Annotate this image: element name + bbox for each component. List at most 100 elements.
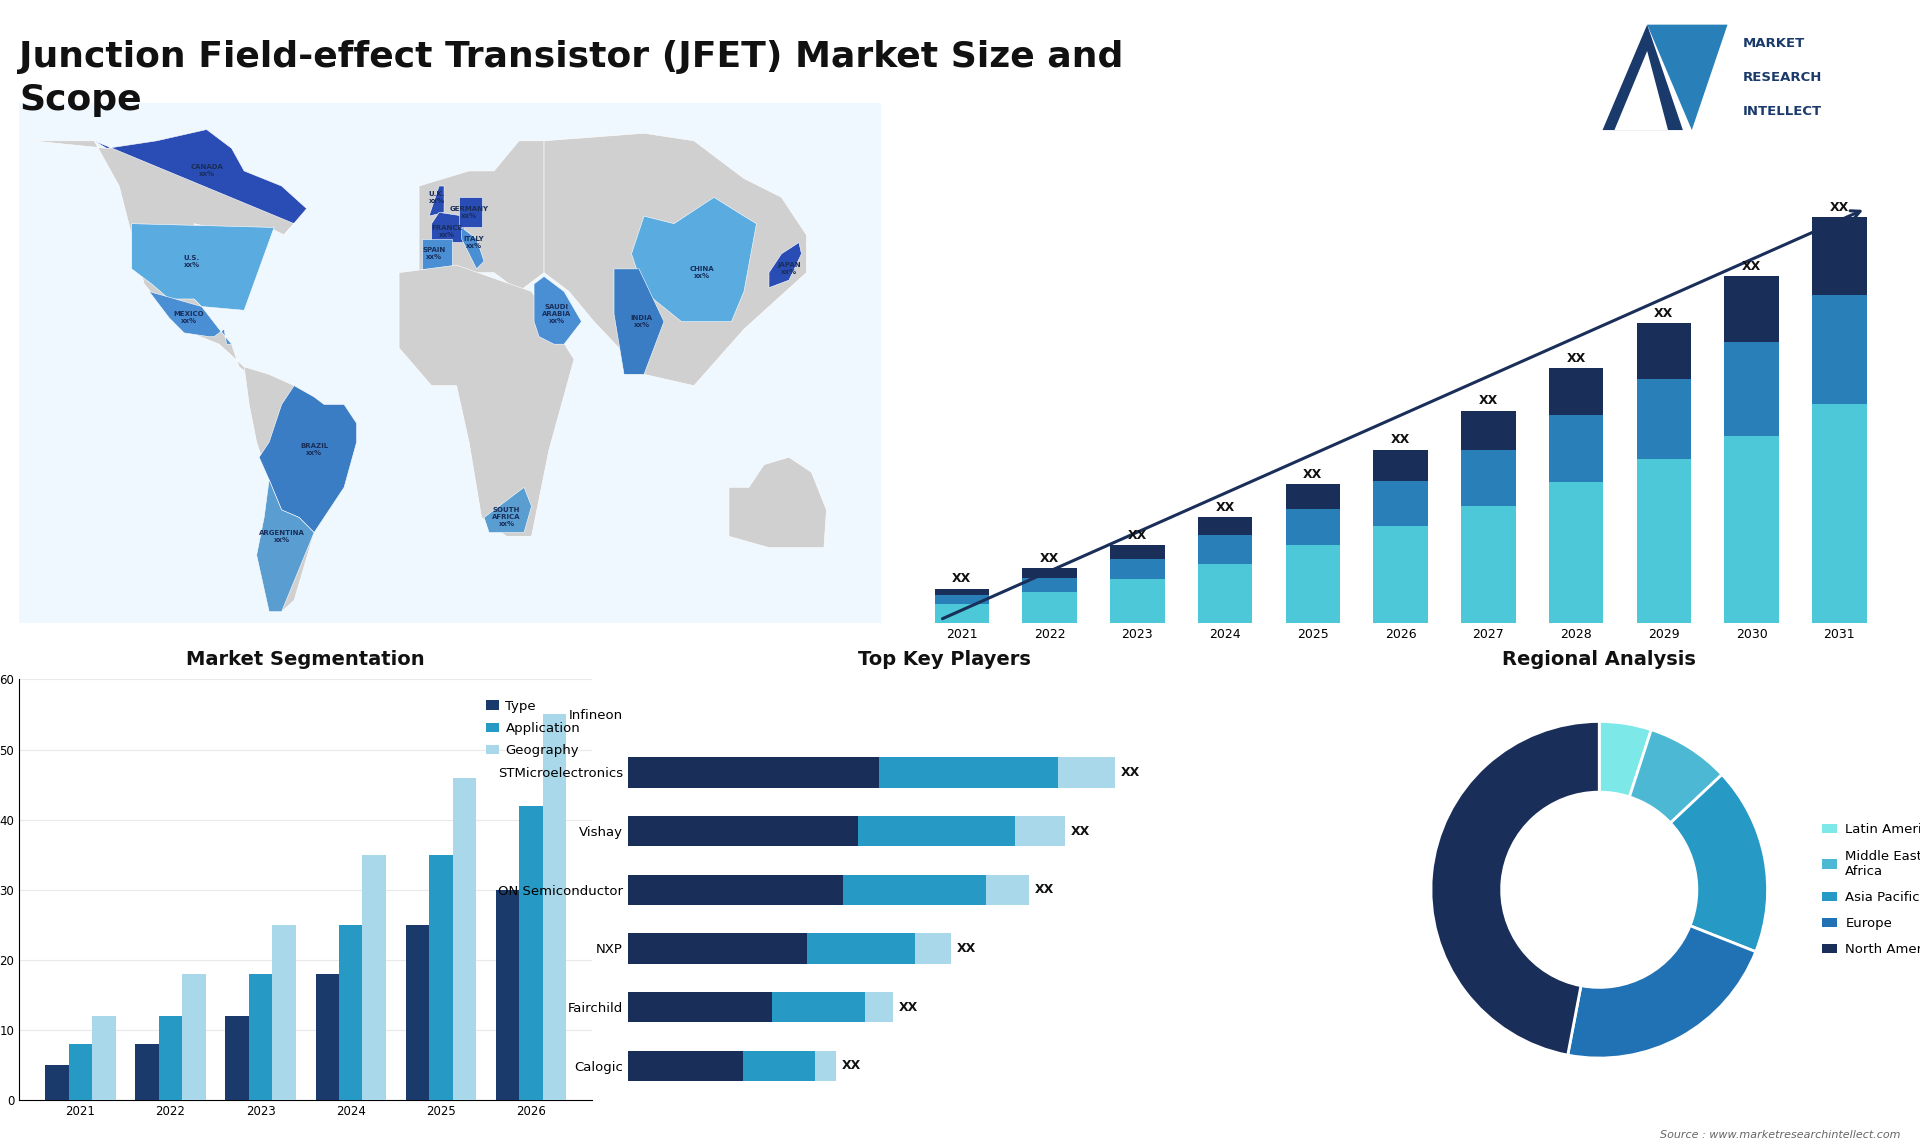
Text: XX: XX: [1741, 260, 1761, 273]
Polygon shape: [150, 291, 232, 344]
Polygon shape: [534, 276, 582, 344]
Wedge shape: [1670, 775, 1768, 951]
Bar: [1636, 458, 1692, 623]
Text: XX: XX: [1071, 825, 1091, 838]
Bar: [405, 925, 428, 1100]
Bar: [1058, 758, 1116, 787]
Text: JAPAN
xx%: JAPAN xx%: [778, 262, 801, 275]
Text: INDIA
xx%: INDIA xx%: [630, 315, 653, 328]
Wedge shape: [1569, 926, 1755, 1058]
Bar: [1016, 816, 1066, 847]
Text: XX: XX: [1655, 307, 1674, 320]
Bar: [1286, 544, 1340, 623]
Polygon shape: [1603, 25, 1682, 131]
Bar: [628, 933, 808, 964]
Text: XX: XX: [956, 942, 975, 955]
Text: XX: XX: [1567, 352, 1586, 366]
Bar: [1373, 449, 1428, 481]
Bar: [159, 1017, 182, 1100]
Bar: [1461, 449, 1515, 505]
Text: RESEARCH: RESEARCH: [1743, 71, 1822, 84]
Text: XX: XX: [1478, 394, 1498, 407]
Polygon shape: [614, 269, 664, 375]
Bar: [1110, 544, 1165, 559]
Polygon shape: [132, 223, 275, 311]
Bar: [935, 595, 989, 604]
Polygon shape: [419, 141, 543, 291]
Polygon shape: [428, 186, 444, 217]
Text: MEXICO
xx%: MEXICO xx%: [175, 312, 204, 324]
Text: BRAZIL
xx%: BRAZIL xx%: [300, 444, 328, 456]
Bar: [518, 806, 543, 1100]
Text: XX: XX: [1127, 528, 1146, 542]
Bar: [808, 933, 914, 964]
Polygon shape: [422, 238, 451, 269]
Bar: [914, 933, 950, 964]
Bar: [453, 777, 476, 1100]
Bar: [772, 991, 864, 1022]
Text: XX: XX: [899, 1000, 918, 1013]
Bar: [1724, 435, 1778, 623]
Bar: [1636, 323, 1692, 379]
Text: U.S.
xx%: U.S. xx%: [184, 254, 200, 268]
Polygon shape: [432, 212, 465, 243]
Bar: [273, 925, 296, 1100]
Polygon shape: [244, 367, 357, 612]
Bar: [69, 1044, 92, 1100]
Bar: [1373, 526, 1428, 623]
Bar: [428, 855, 453, 1100]
Polygon shape: [770, 243, 801, 288]
Bar: [935, 604, 989, 623]
Bar: [1286, 484, 1340, 509]
Polygon shape: [632, 197, 756, 322]
Polygon shape: [459, 197, 482, 227]
Bar: [1636, 379, 1692, 458]
Bar: [340, 925, 363, 1100]
Bar: [92, 1017, 115, 1100]
Text: INTELLECT: INTELLECT: [1743, 105, 1822, 118]
Title: Top Key Players: Top Key Players: [858, 651, 1031, 669]
Text: SPAIN
xx%: SPAIN xx%: [422, 248, 445, 260]
Bar: [315, 974, 340, 1100]
Bar: [935, 589, 989, 595]
Bar: [628, 991, 772, 1022]
Bar: [1549, 482, 1603, 623]
Polygon shape: [259, 386, 357, 533]
Text: XX: XX: [952, 573, 972, 586]
Title: Regional Analysis: Regional Analysis: [1501, 651, 1695, 669]
Bar: [46, 1065, 69, 1100]
Text: Junction Field-effect Transistor (JFET) Market Size and: Junction Field-effect Transistor (JFET) …: [19, 40, 1123, 74]
Bar: [225, 1017, 250, 1100]
Text: ITALY
xx%: ITALY xx%: [465, 236, 484, 249]
Text: XX: XX: [1041, 552, 1060, 565]
Wedge shape: [1599, 722, 1651, 796]
Bar: [1724, 342, 1778, 435]
Bar: [1812, 295, 1866, 405]
Bar: [1110, 559, 1165, 579]
Text: XX: XX: [1830, 201, 1849, 213]
Text: MARKET: MARKET: [1743, 37, 1805, 49]
Bar: [879, 758, 1058, 787]
Text: Source : www.marketresearchintellect.com: Source : www.marketresearchintellect.com: [1661, 1130, 1901, 1140]
Bar: [814, 1051, 835, 1081]
Bar: [543, 714, 566, 1100]
Bar: [1286, 509, 1340, 544]
Text: CANADA
xx%: CANADA xx%: [190, 164, 223, 178]
Text: FRANCE
xx%: FRANCE xx%: [430, 225, 463, 237]
Bar: [134, 1044, 159, 1100]
Bar: [628, 1051, 743, 1081]
Polygon shape: [1615, 52, 1668, 131]
Bar: [1549, 368, 1603, 415]
Bar: [1461, 410, 1515, 449]
Polygon shape: [543, 133, 806, 386]
Bar: [743, 1051, 814, 1081]
Text: XX: XX: [1390, 433, 1411, 447]
Polygon shape: [461, 227, 484, 269]
Bar: [363, 855, 386, 1100]
Legend: Latin America, Middle East &
Africa, Asia Pacific, Europe, North America: Latin America, Middle East & Africa, Asi…: [1816, 818, 1920, 961]
Bar: [843, 874, 987, 905]
Bar: [864, 991, 893, 1022]
Bar: [858, 816, 1016, 847]
Text: XX: XX: [1304, 468, 1323, 481]
Legend: Type, Application, Geography: Type, Application, Geography: [480, 694, 586, 762]
